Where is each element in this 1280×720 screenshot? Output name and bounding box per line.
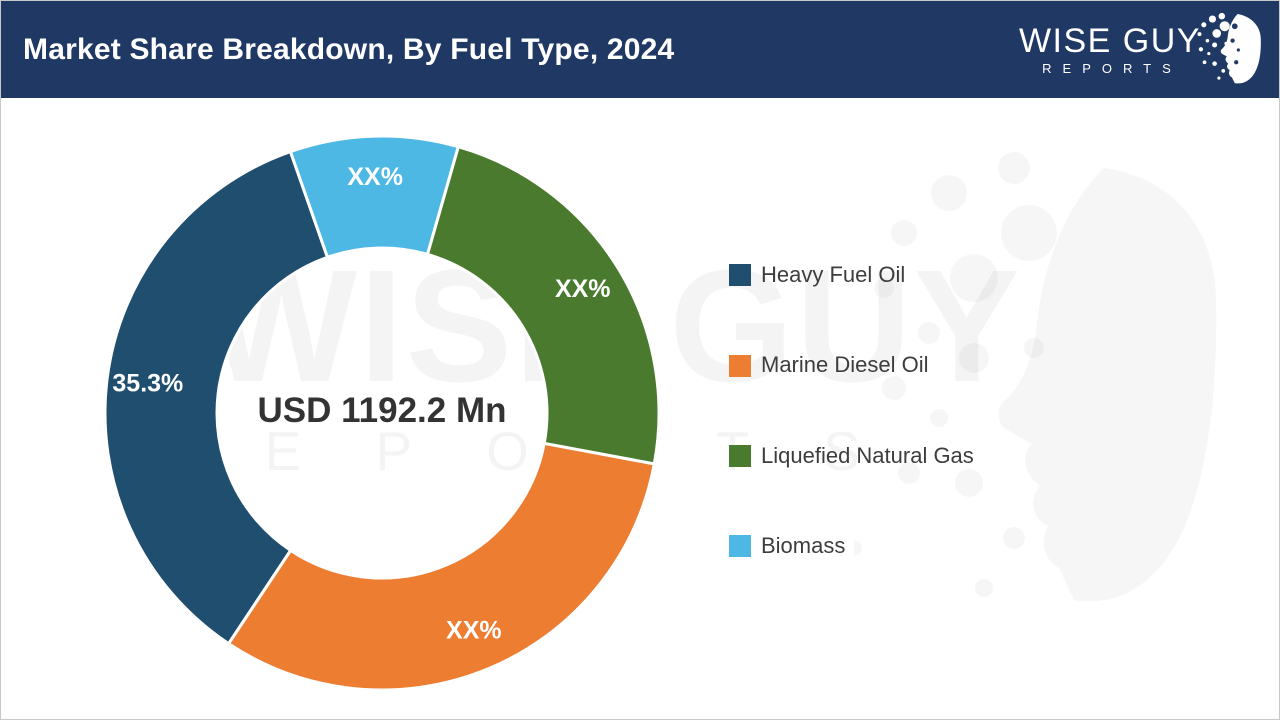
- legend-swatch: [729, 444, 751, 467]
- logo-wordmark-main: WISE GUY: [1018, 22, 1201, 60]
- legend-item-liquefied-natural-gas[interactable]: Liquefied Natural Gas: [729, 443, 974, 469]
- legend-label: Heavy Fuel Oil: [761, 262, 906, 287]
- legend-label: Marine Diesel Oil: [761, 352, 929, 378]
- donut-segment-marine-diesel-oil[interactable]: [226, 441, 657, 692]
- donut-segment-biomass[interactable]: [288, 134, 461, 260]
- legend-item-biomass[interactable]: Biomass: [729, 533, 974, 559]
- chart-area: WISE GUY REPORTS USD 1192.2 Mn 35.3%XX%X…: [1, 98, 1279, 719]
- legend-item-marine-diesel-oil[interactable]: Marine Diesel Oil: [729, 352, 974, 378]
- donut-segment-heavy-fuel-oil[interactable]: [103, 149, 330, 646]
- segment-label-biomass: XX%: [347, 163, 403, 191]
- logo-wordmark: WISE GUY REPORTS: [1019, 24, 1201, 75]
- page-title: Market Share Breakdown, By Fuel Type, 20…: [23, 32, 675, 66]
- legend-item-heavy-fuel-oil[interactable]: Heavy Fuel Oil: [729, 262, 974, 288]
- legend-label: Biomass: [761, 533, 846, 559]
- chart-center-value: USD 1192.2 Mn: [258, 391, 507, 430]
- donut-segment-liquefied-natural-gas[interactable]: [425, 144, 661, 466]
- legend-swatch: [729, 535, 751, 558]
- logo-wordmark-sub: REPORTS: [1042, 61, 1182, 76]
- segment-label-heavy-fuel-oil: 35.3%: [112, 370, 183, 398]
- header-bar: Market Share Breakdown, By Fuel Type, 20…: [1, 1, 1279, 98]
- legend-label: Liquefied Natural Gas: [761, 442, 974, 468]
- chart-legend: Heavy Fuel Oil Marine Diesel Oil Liquefied…: [729, 262, 974, 560]
- segment-label-marine-diesel-oil: XX%: [446, 616, 502, 644]
- segment-label-liquefied-natural-gas: XX%: [555, 275, 611, 303]
- logo-head-icon: [1197, 12, 1261, 83]
- legend-swatch: [729, 264, 751, 287]
- legend-swatch: [729, 354, 751, 377]
- wise-guy-logo: WISE GUY REPORTS: [1019, 8, 1265, 92]
- donut-chart: USD 1192.2 Mn 35.3% XX% XX% XX%: [103, 134, 661, 692]
